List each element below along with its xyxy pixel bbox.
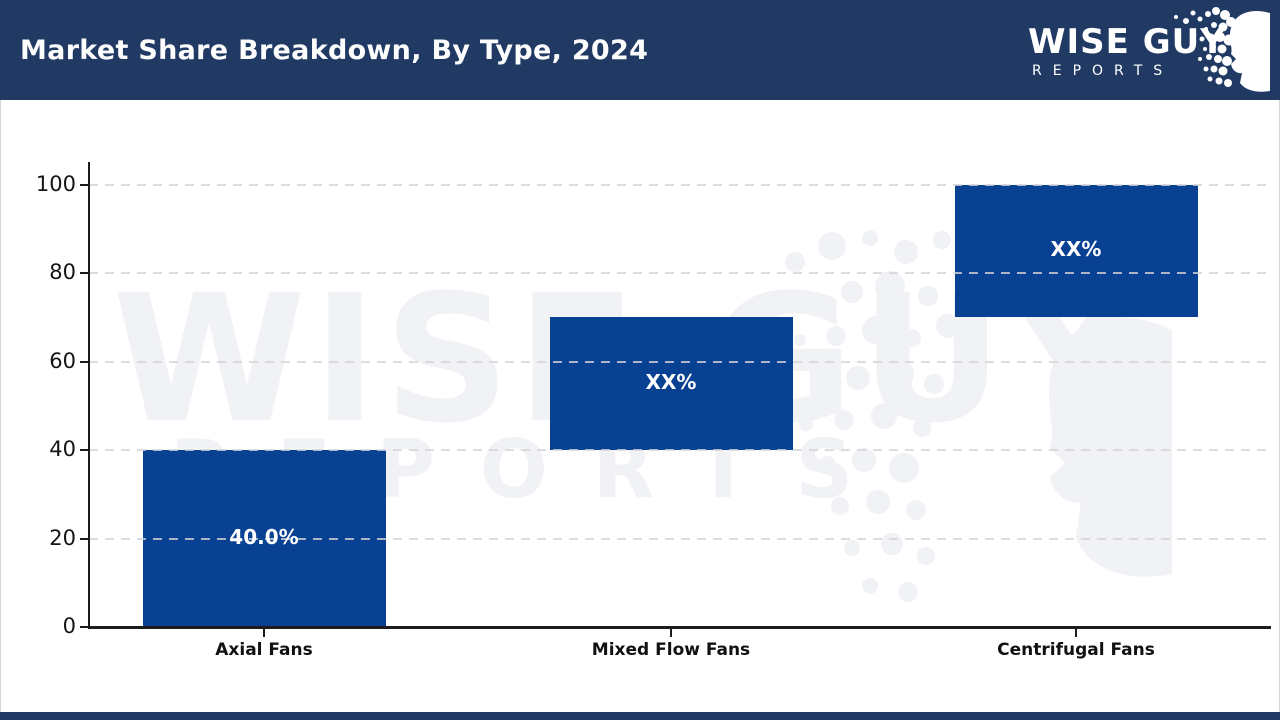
y-tick-mark bbox=[80, 360, 89, 363]
gridline bbox=[89, 537, 1270, 540]
bar-value-label: XX% bbox=[645, 369, 697, 394]
wiseguy-logo: WISE GUY REPORTS bbox=[1028, 7, 1270, 92]
y-tick-mark bbox=[80, 537, 89, 540]
bar-value-label: XX% bbox=[1050, 236, 1102, 261]
logo-wordmark: WISE GUY bbox=[1028, 22, 1226, 62]
x-axis-label: Mixed Flow Fans bbox=[591, 640, 751, 660]
logo-subtext: REPORTS bbox=[1032, 63, 1173, 79]
x-tick-mark bbox=[263, 628, 265, 637]
y-tick-mark bbox=[80, 183, 89, 186]
y-tick-label: 80 bbox=[49, 260, 76, 284]
x-axis-line bbox=[88, 626, 1271, 629]
gridline bbox=[89, 183, 1270, 186]
page-title: Market Share Breakdown, By Type, 2024 bbox=[20, 34, 649, 66]
y-tick-label: 20 bbox=[49, 525, 76, 550]
x-axis-label: Centrifugal Fans bbox=[997, 640, 1155, 660]
x-tick-mark bbox=[670, 628, 672, 637]
bar-segment bbox=[549, 317, 793, 450]
y-tick-label: 0 bbox=[62, 614, 76, 638]
gridline bbox=[89, 360, 1270, 363]
y-tick-mark bbox=[80, 626, 89, 628]
x-axis-label: Axial Fans bbox=[215, 640, 313, 660]
y-tick-label: 40 bbox=[49, 437, 76, 461]
wiseguy-head-icon bbox=[1174, 7, 1270, 92]
bar-segment bbox=[954, 184, 1198, 318]
x-tick-mark bbox=[1075, 628, 1077, 637]
bar-value-label: 40.0% bbox=[229, 524, 299, 549]
y-axis-line bbox=[88, 162, 90, 629]
gridline bbox=[89, 272, 1270, 274]
gridline bbox=[89, 449, 1270, 451]
y-tick-mark bbox=[80, 449, 89, 451]
header-bar: Market Share Breakdown, By Type, 2024 WI… bbox=[0, 0, 1280, 100]
y-tick-label: 60 bbox=[49, 348, 76, 373]
footer-bar bbox=[0, 712, 1280, 720]
y-tick-mark bbox=[80, 272, 89, 274]
y-tick-label: 100 bbox=[35, 171, 76, 196]
